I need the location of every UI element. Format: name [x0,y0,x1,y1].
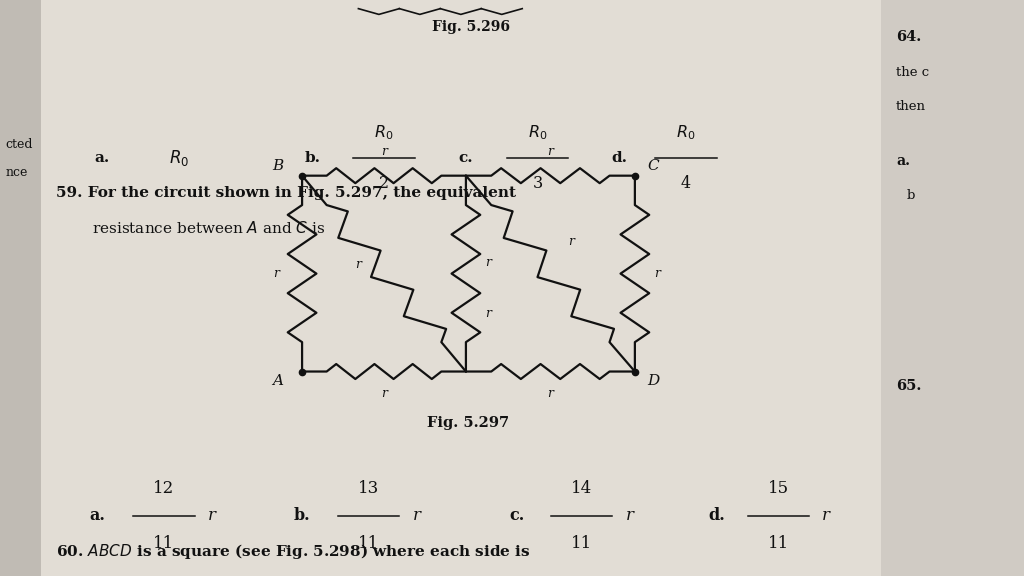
Text: D: D [647,374,659,388]
Text: 60. $ABCD$ is a square (see Fig. 5.298) where each side is: 60. $ABCD$ is a square (see Fig. 5.298) … [56,543,531,561]
Text: d.: d. [709,507,725,524]
Text: the c: the c [896,66,929,78]
Text: 3: 3 [532,175,543,192]
Bar [0,0,41,576]
Text: r: r [208,507,216,524]
Text: r: r [626,507,634,524]
Text: 65.: 65. [896,379,922,393]
Text: 11: 11 [768,535,788,552]
Text: r: r [381,387,387,400]
Text: a.: a. [95,151,110,165]
Text: 64.: 64. [896,31,922,44]
Text: 11: 11 [154,535,174,552]
Text: nce: nce [5,166,28,179]
Text: A: A [272,374,284,388]
Text: b: b [906,190,914,202]
Text: r: r [568,236,573,248]
Bar [881,0,1024,576]
Text: 59. For the circuit shown in Fig. 5.297, the equivalent: 59. For the circuit shown in Fig. 5.297,… [56,186,516,200]
Text: 15: 15 [768,479,788,497]
Text: r: r [548,145,553,158]
Text: C: C [647,159,658,173]
Text: a.: a. [896,154,910,168]
Text: 11: 11 [571,535,592,552]
Text: Fig. 5.297: Fig. 5.297 [427,416,510,430]
Text: 14: 14 [571,479,592,497]
Text: 11: 11 [358,535,379,552]
Text: $R_0$: $R_0$ [169,149,189,168]
Text: $R_0$: $R_0$ [528,124,547,142]
Text: r: r [273,267,280,280]
Text: a.: a. [89,507,105,524]
Text: B: B [272,159,284,173]
Text: then: then [896,100,926,113]
Text: r: r [654,267,660,280]
Text: resistance between $A$ and $C$ is: resistance between $A$ and $C$ is [92,219,326,236]
Text: r: r [548,387,553,400]
Text: c.: c. [459,151,473,165]
Text: b.: b. [304,151,321,165]
Text: r: r [413,507,421,524]
Text: d.: d. [611,151,628,165]
Text: 2: 2 [379,175,389,192]
Text: 13: 13 [358,479,379,497]
Text: 12: 12 [154,479,174,497]
Text: r: r [485,256,492,268]
Text: b.: b. [294,507,310,524]
Text: 4: 4 [681,175,691,192]
Text: Fig. 5.296: Fig. 5.296 [432,20,510,34]
Text: r: r [822,507,830,524]
Text: $R_0$: $R_0$ [677,124,695,142]
Text: r: r [381,145,387,158]
Text: c.: c. [510,507,524,524]
Text: cted: cted [5,138,33,150]
Bar [41,0,881,576]
Text: $R_0$: $R_0$ [375,124,393,142]
Text: r: r [355,259,361,271]
Text: r: r [485,308,492,320]
